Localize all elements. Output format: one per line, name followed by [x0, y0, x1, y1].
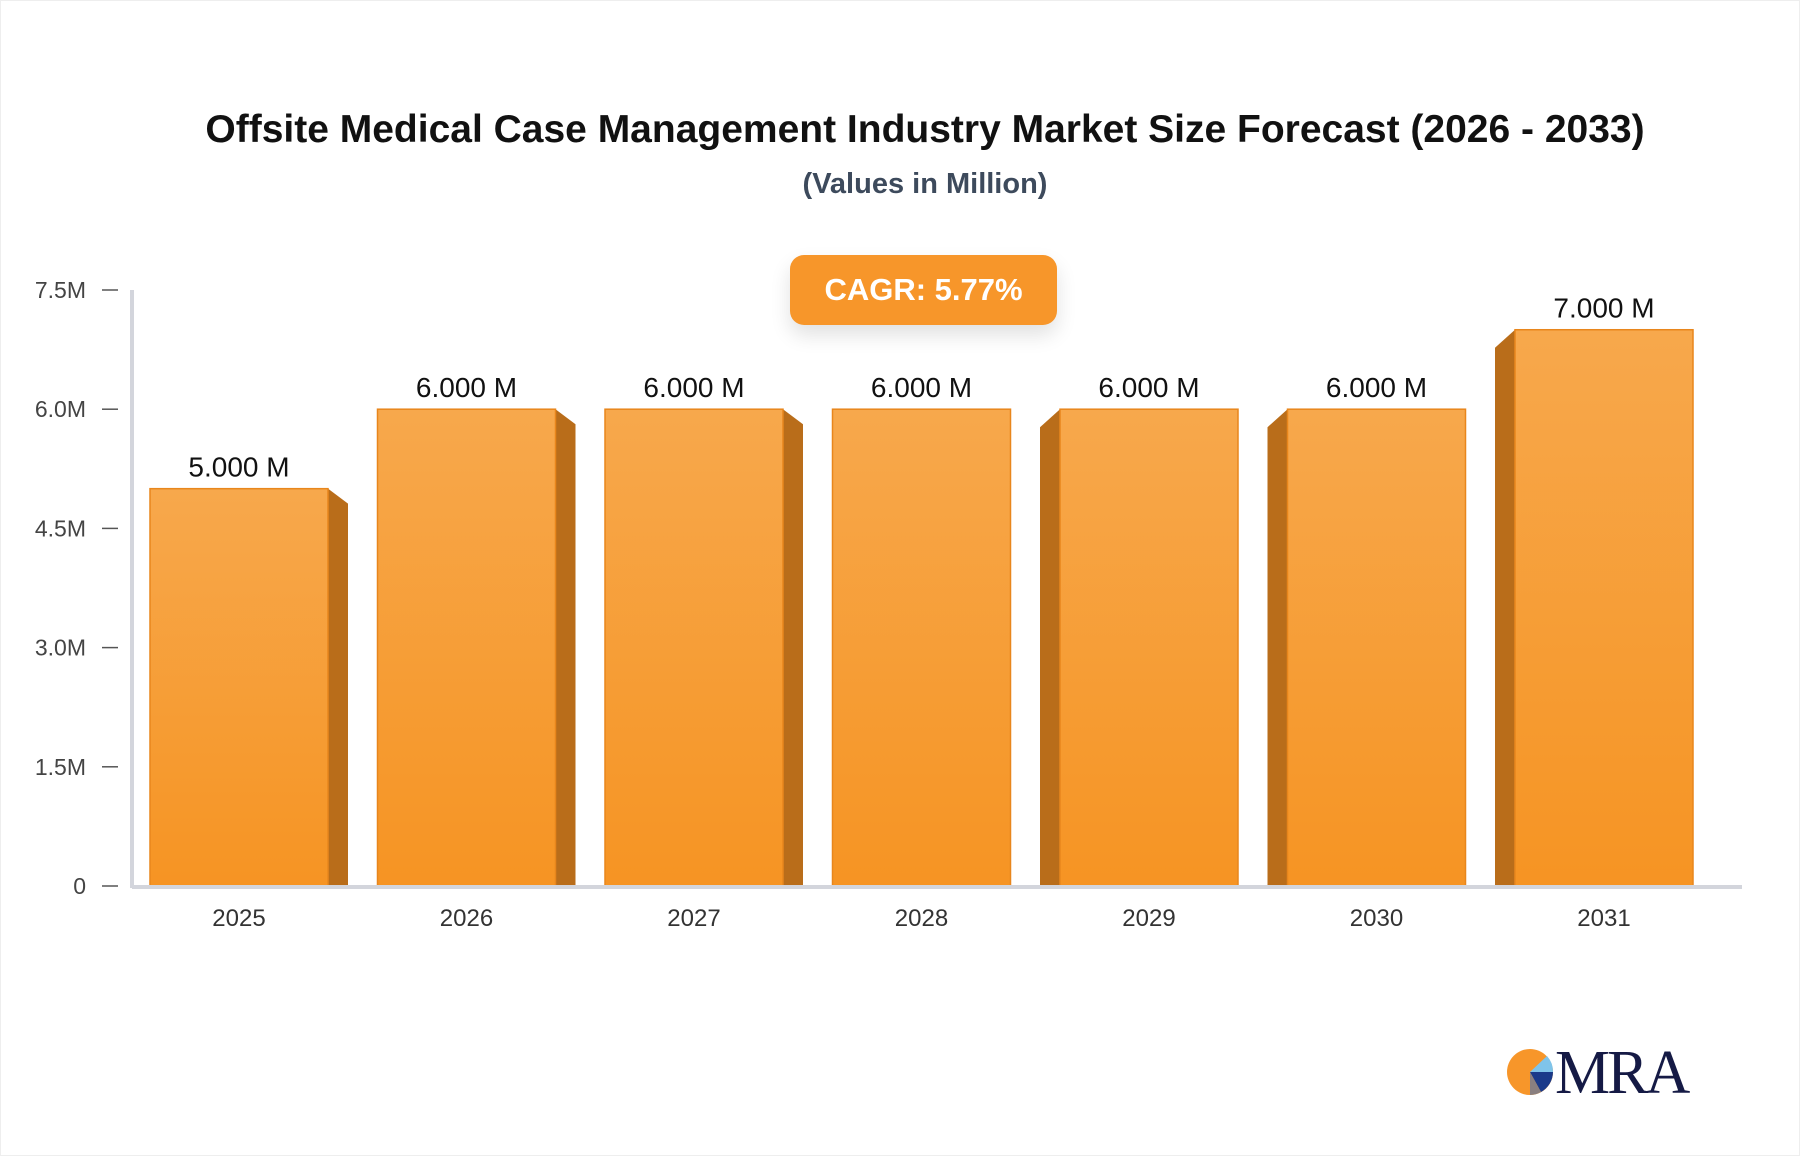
- bar-2028: [831, 408, 1012, 887]
- x-tick-label: 2030: [1350, 905, 1403, 932]
- x-tick-label: 2028: [895, 905, 948, 932]
- y-tick-label: 0: [73, 873, 86, 899]
- x-tick-label: 2025: [212, 905, 265, 932]
- pie-logo-icon: [1507, 1049, 1554, 1095]
- bar-2030: [1286, 408, 1467, 887]
- x-tick-label: 2031: [1577, 905, 1630, 932]
- chart-subtitle: (Values in Million): [802, 168, 1048, 200]
- y-tick-label: 1.5M: [35, 754, 86, 780]
- data-label: 6.000 M: [643, 372, 744, 403]
- bar-side: [1040, 409, 1060, 886]
- bar-side: [1495, 329, 1515, 886]
- mra-logo: MRA: [1505, 1039, 1695, 1107]
- data-label: 6.000 M: [1098, 372, 1199, 403]
- data-label: 6.000 M: [1326, 372, 1427, 403]
- data-label: 5.000 M: [188, 452, 289, 483]
- bar-2027: [604, 408, 784, 887]
- data-label: 7.000 M: [1553, 293, 1654, 324]
- bar-2029: [1059, 408, 1239, 887]
- data-label: 6.000 M: [871, 372, 972, 403]
- cagr-badge: CAGR: 5.77%: [790, 255, 1057, 325]
- bar-side: [555, 409, 576, 886]
- bar-2026: [376, 408, 557, 887]
- bar-side: [783, 409, 803, 886]
- x-tick-label: 2027: [667, 905, 720, 932]
- y-tick-label: 7.5M: [35, 277, 86, 303]
- bar-2025: [149, 487, 329, 887]
- bar-side: [328, 488, 348, 886]
- y-tick-label: 3.0M: [35, 635, 86, 661]
- y-tick-label: 4.5M: [35, 515, 86, 541]
- chart-title: Offsite Medical Case Management Industry…: [205, 108, 1645, 151]
- bar-side: [1267, 409, 1288, 886]
- bar-2031: [1514, 328, 1694, 887]
- x-tick-label: 2026: [440, 905, 493, 932]
- logo-text: MRA: [1555, 1039, 1690, 1107]
- data-label: 6.000 M: [416, 372, 517, 403]
- y-tick-label: 6.0M: [35, 396, 86, 422]
- x-tick-label: 2029: [1122, 905, 1175, 932]
